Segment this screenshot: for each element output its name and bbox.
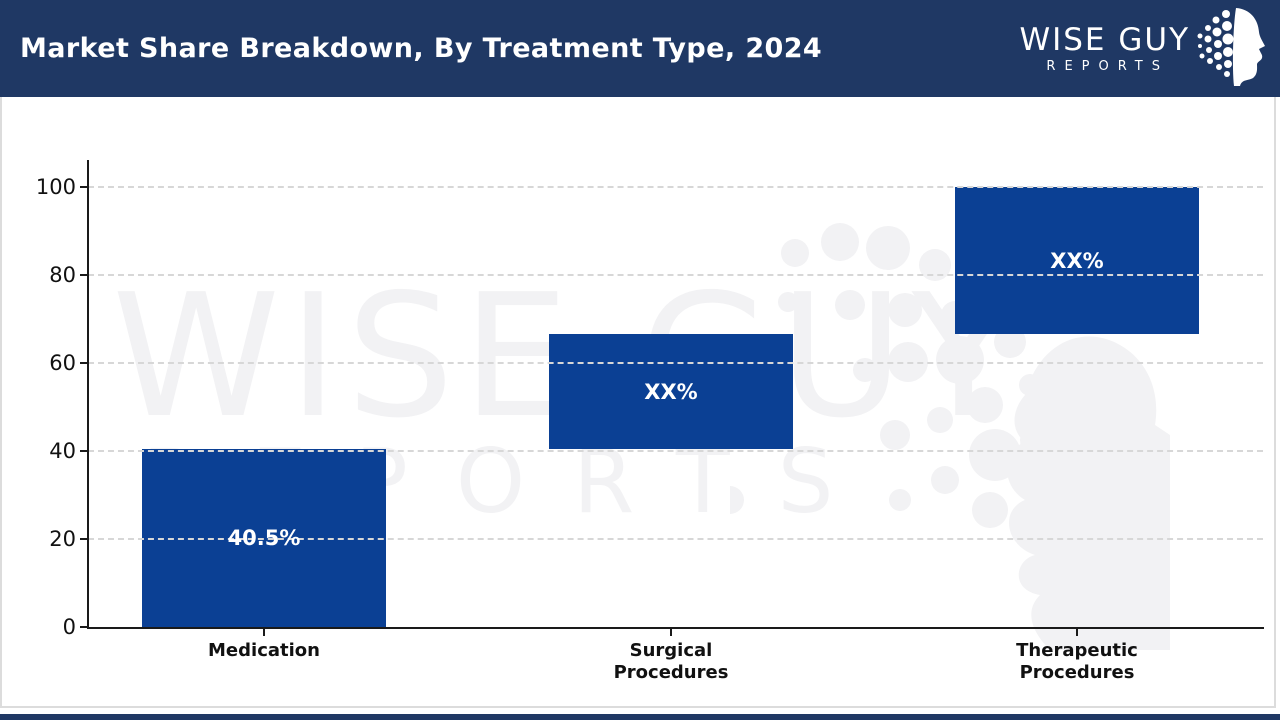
bar-therapeutic-procedures xyxy=(955,187,1199,335)
y-axis-line xyxy=(87,160,89,629)
header-bar: Market Share Breakdown, By Treatment Typ… xyxy=(0,0,1280,97)
logo-subtitle: REPORTS xyxy=(1046,58,1170,74)
y-tick-20 xyxy=(80,538,88,540)
y-tick-0 xyxy=(80,626,88,628)
gridline-60 xyxy=(88,362,1263,364)
bar-value-label: XX% xyxy=(644,379,698,404)
watermark-head-graphic xyxy=(716,210,1170,654)
y-tick-label-80: 80 xyxy=(49,263,76,287)
bar-surgical-procedures xyxy=(549,334,793,449)
y-tick-40 xyxy=(80,450,88,452)
logo-text: WISE GUY REPORTS xyxy=(1019,21,1190,74)
y-tick-label-100: 100 xyxy=(35,175,76,199)
wise-guy-logo: WISE GUY REPORTS xyxy=(1019,6,1280,92)
y-tick-label-60: 60 xyxy=(49,351,76,375)
gridline-100 xyxy=(88,186,1263,188)
y-tick-label-0: 0 xyxy=(62,615,76,639)
x-axis-line xyxy=(87,627,1264,629)
logo-head-icon xyxy=(1192,6,1266,92)
gridline-40 xyxy=(88,450,1263,452)
gridline-80 xyxy=(88,274,1263,276)
footer-strip xyxy=(0,714,1280,720)
x-tick-2 xyxy=(670,629,672,636)
gridline-20 xyxy=(88,538,1263,540)
x-category-label: Medication xyxy=(208,640,320,661)
y-tick-label-40: 40 xyxy=(49,439,76,463)
y-tick-label-20: 20 xyxy=(49,527,76,551)
y-tick-100 xyxy=(80,186,88,188)
bar-value-label: XX% xyxy=(1050,248,1104,273)
x-category-label: Therapeutic Procedures xyxy=(1016,640,1138,683)
x-tick-3 xyxy=(1076,629,1078,636)
x-tick-1 xyxy=(263,629,265,636)
bar-value-label: 40.5% xyxy=(227,525,301,550)
bar-medication xyxy=(142,448,386,627)
logo-wordmark: WISE GUY xyxy=(1019,21,1190,58)
x-category-label: Surgical Procedures xyxy=(613,640,729,683)
y-tick-60 xyxy=(80,362,88,364)
y-tick-80 xyxy=(80,274,88,276)
page-title: Market Share Breakdown, By Treatment Typ… xyxy=(20,33,823,64)
